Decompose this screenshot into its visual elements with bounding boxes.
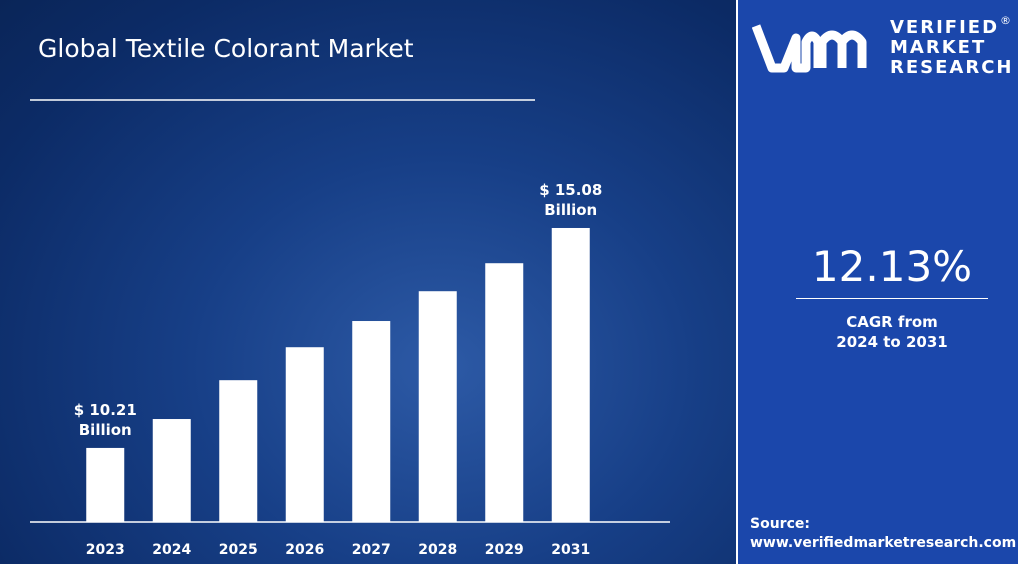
x-tick-label: 2025 — [219, 542, 258, 558]
source-url: www.verifiedmarketresearch.com — [750, 535, 1017, 551]
chart: Global Textile Colorant Market 2023 2024 2… — [0, 0, 736, 564]
x-tick-label: 2027 — [352, 542, 391, 558]
x-tick-label: 2031 — [551, 542, 590, 558]
value-label: $ 15.08 Billion — [539, 180, 603, 219]
bar — [219, 380, 258, 522]
bar — [86, 447, 125, 522]
logo-mark — [752, 24, 822, 73]
bar — [551, 227, 590, 523]
value-label: $ 10.21 Billion — [73, 400, 137, 439]
source-label: Source: — [750, 516, 810, 532]
registered-mark: ® — [1000, 14, 1011, 27]
brand: VERIFIED MARKET RESEARCH — [890, 18, 1013, 78]
x-tick-label: 2024 — [152, 542, 191, 558]
cagr-value: 12.13% — [811, 242, 973, 291]
info-panel — [738, 0, 1018, 564]
brand-line: MARKET — [890, 37, 987, 58]
bar — [418, 291, 457, 522]
cagr-label: CAGR from 2024 to 2031 — [836, 313, 948, 351]
x-tick-label: 2026 — [285, 542, 324, 558]
chart-title: Global Textile Colorant Market — [38, 34, 414, 63]
x-tick-label: 2029 — [485, 542, 524, 558]
bar — [352, 321, 391, 522]
logo-mark-2 — [818, 30, 867, 68]
bar — [285, 347, 324, 522]
brand-line: RESEARCH — [890, 57, 1014, 78]
brand-line: VERIFIED — [890, 17, 1000, 38]
bar — [152, 419, 191, 522]
x-tick-label: 2028 — [418, 542, 457, 558]
cagr-rule — [796, 298, 988, 299]
bar — [485, 263, 524, 522]
x-tick-label: 2023 — [86, 542, 125, 558]
